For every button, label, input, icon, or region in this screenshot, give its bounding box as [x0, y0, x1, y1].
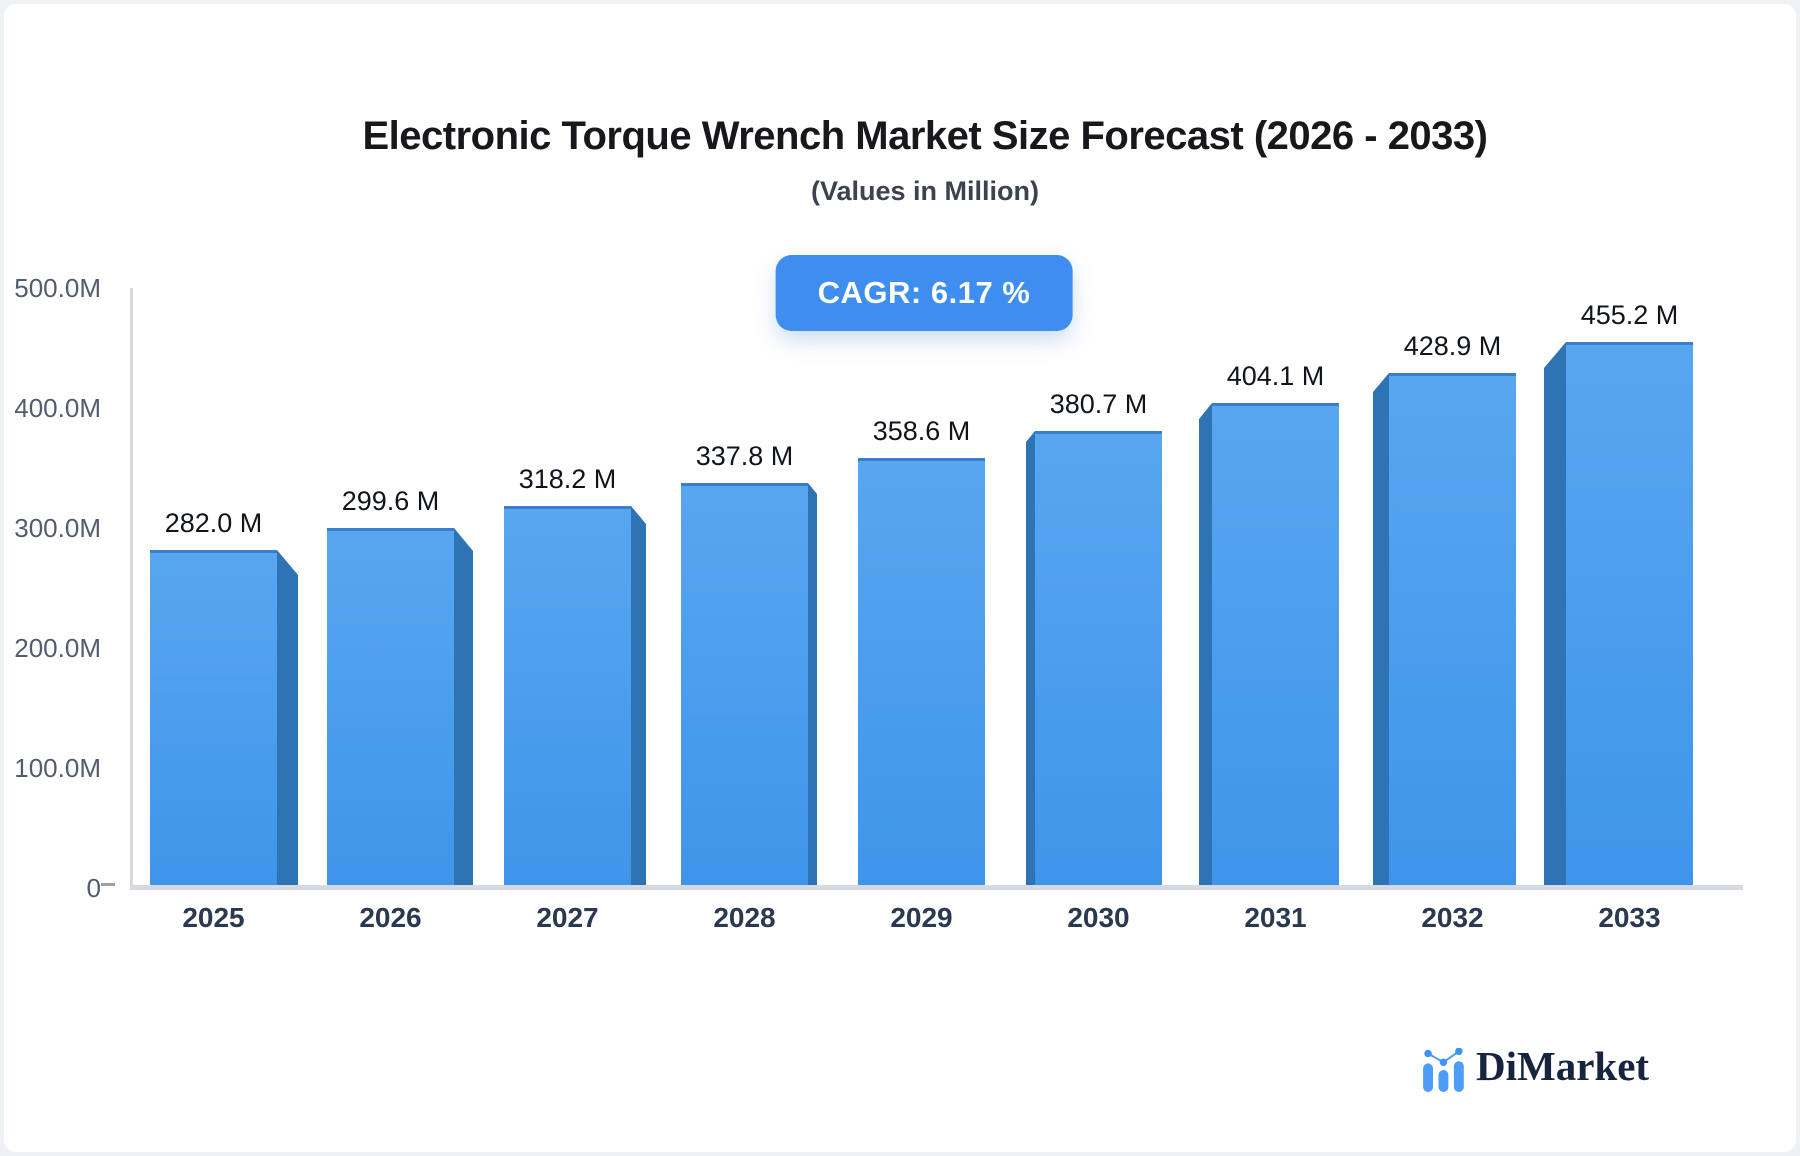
y-tick-label: 100.0M: [14, 753, 101, 783]
zero-tick-mark: [101, 883, 115, 886]
bar-side-3d: [1199, 403, 1212, 885]
x-tick-label: 2025: [182, 902, 245, 933]
bar-side-3d: [631, 506, 646, 885]
brand-logo: DiMarket: [1422, 1044, 1649, 1092]
x-tick-label: 2030: [1067, 902, 1130, 933]
bar-value-label: 337.8 M: [695, 441, 794, 471]
bar-2025: [150, 550, 277, 885]
x-tick-label: 2032: [1421, 902, 1484, 933]
chart-title: Electronic Torque Wrench Market Size For…: [362, 114, 1489, 158]
y-tick-label: 200.0M: [14, 633, 101, 663]
x-tick-label: 2028: [713, 902, 776, 933]
bar-value-label: 318.2 M: [518, 464, 617, 494]
x-tick-label: 2029: [890, 902, 953, 933]
y-axis-line: [130, 288, 133, 890]
bar-side-3d: [1373, 373, 1389, 885]
bar-chart-plot: 500.0M 400.0M 300.0M 200.0M 100.0M 0 282.0 M 2…: [4, 4, 1796, 1152]
bar-2033: [1566, 342, 1693, 885]
bar-2027: [504, 506, 631, 885]
x-tick-label: 2031: [1244, 902, 1307, 933]
bar-chart-trend-icon: [1423, 1048, 1464, 1092]
y-tick-label: 300.0M: [14, 513, 101, 543]
bar-side-3d: [1026, 431, 1035, 885]
bar-value-label: 299.6 M: [341, 486, 440, 516]
bar-side-3d: [808, 483, 817, 885]
bar-2029: [858, 458, 985, 885]
x-tick-label: 2027: [536, 902, 599, 933]
bar-2028: [681, 483, 808, 885]
bar-side-3d: [1544, 342, 1566, 885]
bar-side-3d: [454, 528, 473, 885]
chart-card: Electronic Torque Wrench Market Size For…: [4, 4, 1796, 1152]
bar-2030: [1035, 431, 1162, 885]
bar-side-3d: [277, 550, 298, 885]
cagr-badge: CAGR: 6.17 %: [775, 255, 1073, 331]
bar-2026: [327, 528, 454, 885]
x-axis-baseline: [131, 885, 1743, 890]
bar-2032: [1389, 373, 1516, 885]
x-tick-label: 2033: [1598, 902, 1661, 933]
bar-value-label: 380.7 M: [1049, 389, 1148, 419]
brand-name: DiMarket: [1476, 1043, 1650, 1089]
bar-2031: [1212, 403, 1339, 885]
y-tick-label: 500.0M: [14, 273, 101, 303]
bar-value-label: 282.0 M: [164, 508, 263, 538]
bar-value-label: 428.9 M: [1403, 331, 1502, 361]
bar-value-label: 358.6 M: [872, 416, 971, 446]
chart-subtitle: (Values in Million): [810, 176, 1040, 206]
y-tick-label: 0: [86, 873, 101, 903]
bar-value-label: 455.2 M: [1580, 300, 1679, 330]
x-tick-label: 2026: [359, 902, 422, 933]
y-tick-label: 400.0M: [14, 393, 101, 423]
bar-value-label: 404.1 M: [1226, 361, 1325, 391]
